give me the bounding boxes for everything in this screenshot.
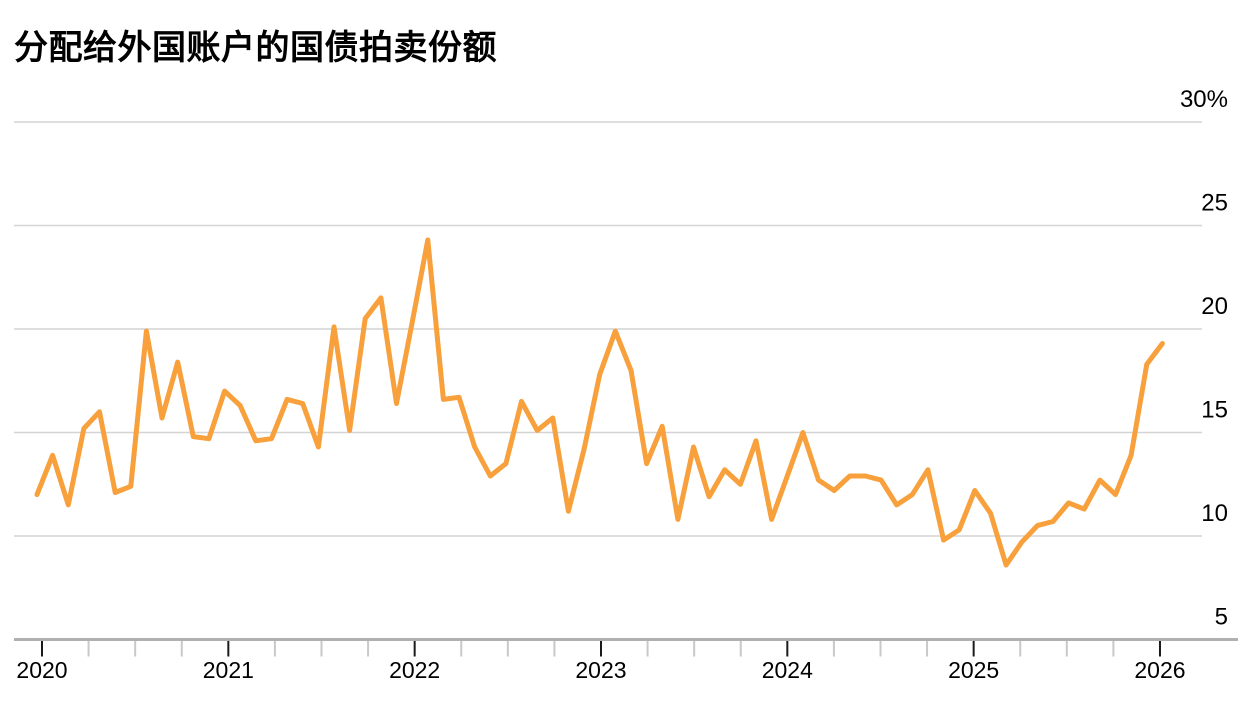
x-axis-ticks <box>41 641 1161 657</box>
x-axis-label: 2026 <box>1134 657 1185 683</box>
y-axis-labels: 30% 25 20 15 10 5 <box>1180 86 1228 631</box>
y-axis-label: 10 <box>1201 500 1228 527</box>
y-axis-label: 25 <box>1201 190 1228 217</box>
y-axis-label: 15 <box>1201 397 1228 424</box>
data-line <box>34 237 1165 568</box>
y-axis-label: 20 <box>1201 293 1228 320</box>
x-axis-label: 2025 <box>948 657 999 683</box>
y-axis-label: 30% <box>1180 86 1228 113</box>
x-axis-label: 2022 <box>389 657 440 683</box>
x-axis-labels: 2020 2021 2022 2023 2024 2025 2026 <box>16 657 1185 683</box>
x-axis-label: 2024 <box>762 657 813 683</box>
chart-title: 分配给外国账户的国债拍卖份额 <box>14 29 497 67</box>
gridlines <box>14 121 1202 537</box>
x-axis-label: 2020 <box>16 657 67 683</box>
y-axis-label: 5 <box>1215 604 1228 631</box>
x-axis-label: 2023 <box>575 657 626 683</box>
x-axis-label: 2021 <box>203 657 254 683</box>
